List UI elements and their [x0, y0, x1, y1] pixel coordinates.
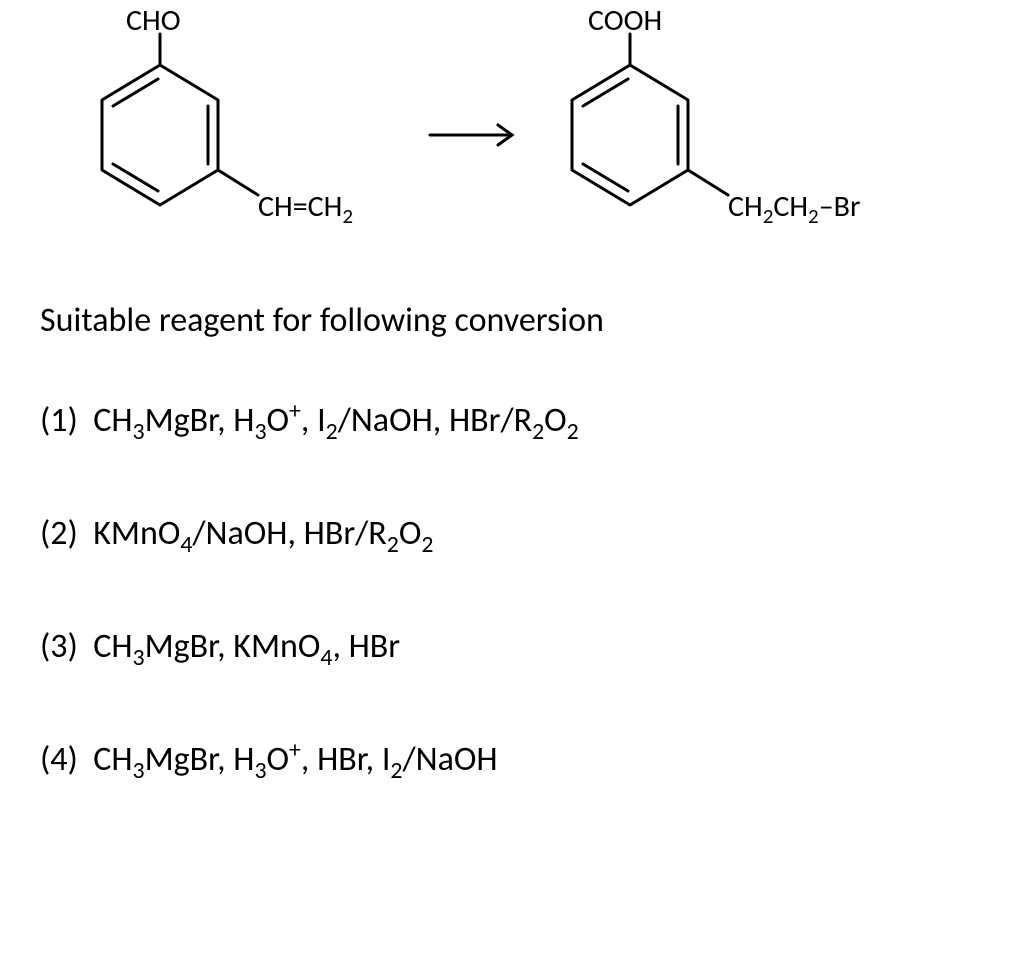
- reactant-ring: [40, 10, 1000, 270]
- option-3: (3) CH3MgBr, KMnO4, HBr: [40, 626, 579, 667]
- option-3-number: (3): [40, 626, 78, 667]
- option-1: (1) CH3MgBr, H3O+, I2/NaOH, HBr/R2O2: [40, 400, 579, 441]
- option-3-text: CH3MgBr, KMnO4, HBr: [93, 626, 400, 667]
- reactant-top-group: CHO: [126, 2, 181, 39]
- reactant-side-text: CH=CH: [258, 188, 342, 225]
- reactant-side-group: CH=CH2: [258, 188, 353, 225]
- option-4-text: CH3MgBr, H3O+, HBr, I2/NaOH: [93, 739, 497, 780]
- option-2: (2) KMnO4/NaOH, HBr/R2O2: [40, 513, 579, 554]
- product-side-b-sub: 2: [808, 203, 819, 229]
- reaction-scheme: CHO CH=CH2 COOH CH2CH2–Br: [40, 10, 1000, 270]
- question-statement: Suitable reagent for following conversio…: [40, 300, 604, 341]
- product-side-a: CH: [728, 188, 763, 225]
- page-root: CHO CH=CH2 COOH CH2CH2–Br Suitable reage…: [0, 0, 1024, 972]
- option-1-number: (1): [40, 400, 78, 441]
- product-side-tail: –Br: [819, 188, 861, 225]
- reactant-side-sub: 2: [342, 203, 353, 229]
- options-list: (1) CH3MgBr, H3O+, I2/NaOH, HBr/R2O2 (2)…: [40, 400, 579, 852]
- product-side-group: CH2CH2–Br: [728, 188, 860, 225]
- option-2-text: KMnO4/NaOH, HBr/R2O2: [93, 513, 433, 554]
- product-side-b: CH: [773, 188, 808, 225]
- option-4: (4) CH3MgBr, H3O+, HBr, I2/NaOH: [40, 739, 579, 780]
- option-4-number: (4): [40, 739, 78, 780]
- product-top-group: COOH: [588, 2, 662, 39]
- option-2-number: (2): [40, 513, 78, 554]
- option-1-text: CH3MgBr, H3O+, I2/NaOH, HBr/R2O2: [93, 400, 578, 441]
- product-side-a-sub: 2: [763, 203, 774, 229]
